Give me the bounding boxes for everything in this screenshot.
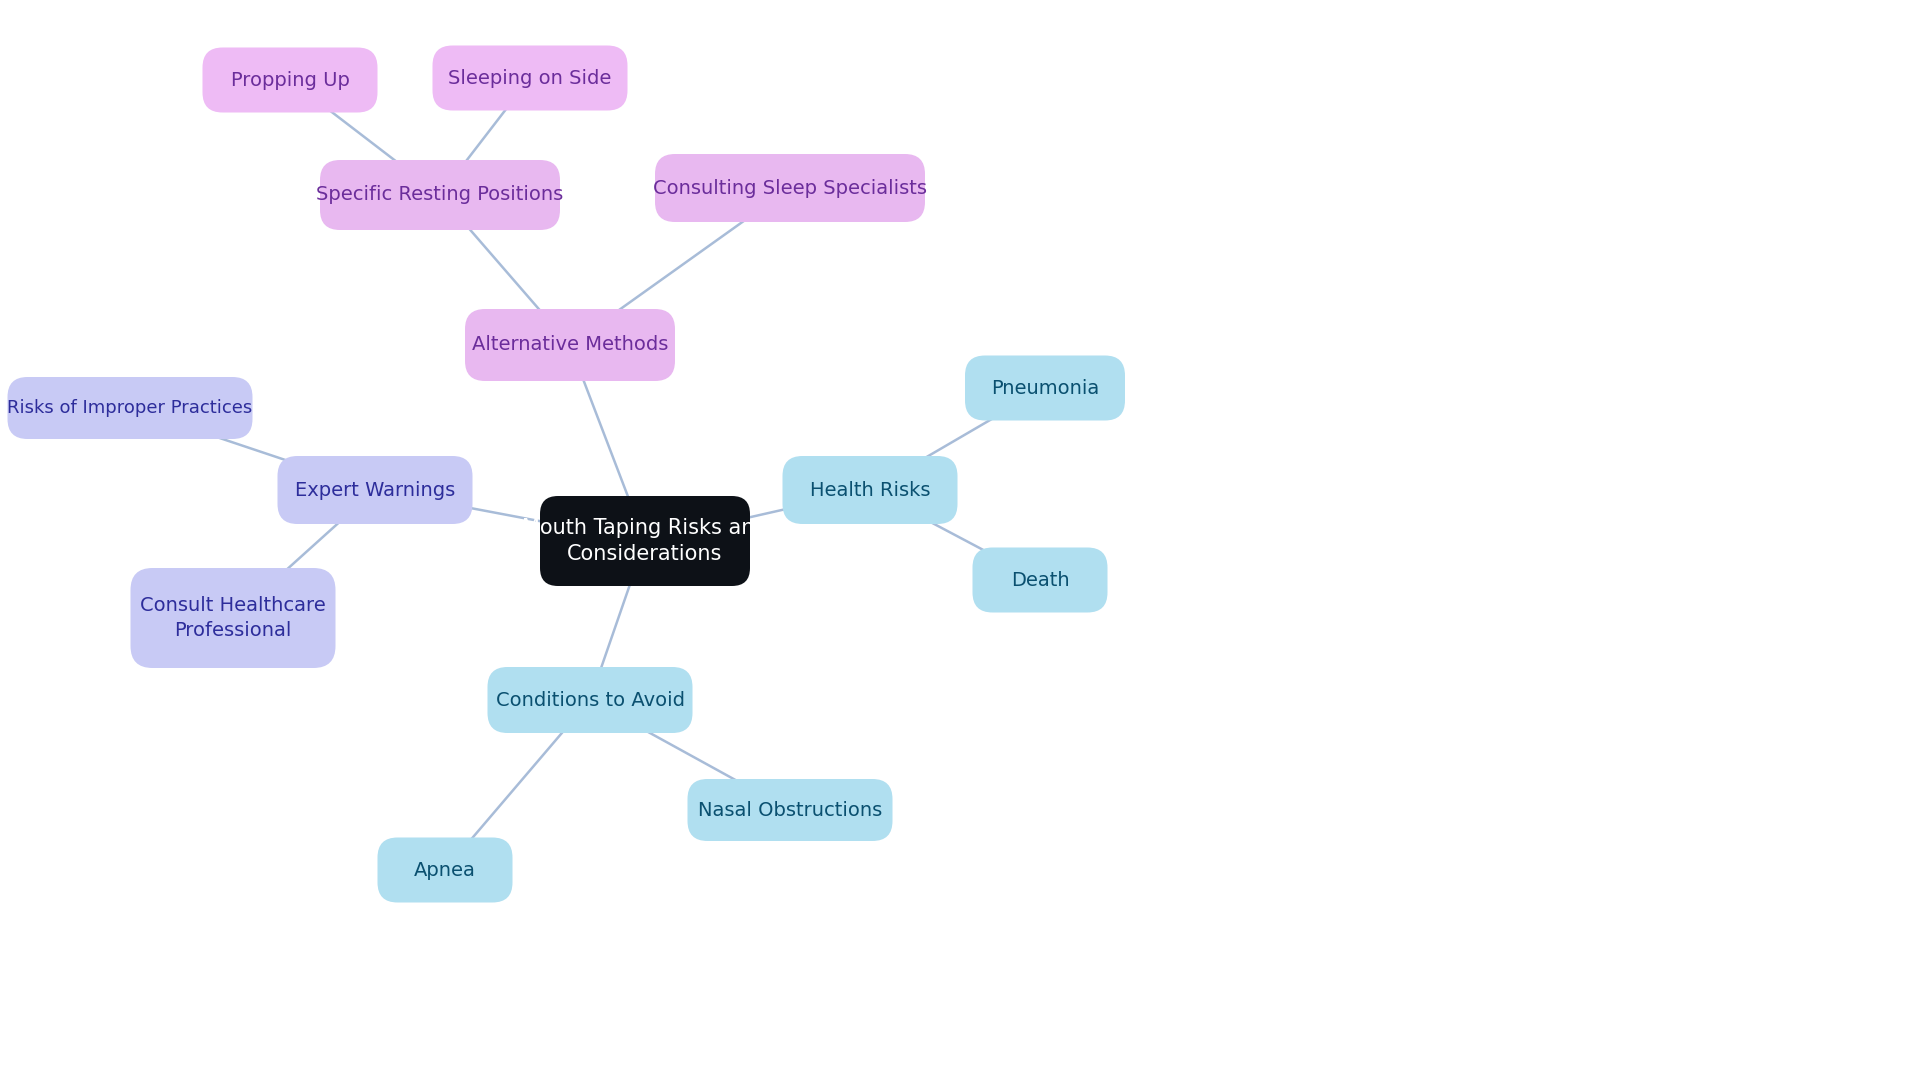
FancyBboxPatch shape — [321, 160, 561, 230]
Text: Sleeping on Side: Sleeping on Side — [447, 68, 612, 88]
Text: Consult Healthcare
Professional: Consult Healthcare Professional — [140, 596, 326, 640]
FancyBboxPatch shape — [783, 456, 958, 524]
FancyBboxPatch shape — [966, 355, 1125, 420]
Text: Propping Up: Propping Up — [230, 70, 349, 90]
FancyBboxPatch shape — [465, 309, 676, 381]
FancyBboxPatch shape — [8, 377, 253, 439]
FancyBboxPatch shape — [432, 45, 628, 110]
Text: Risks of Improper Practices: Risks of Improper Practices — [8, 399, 253, 417]
FancyBboxPatch shape — [973, 548, 1108, 613]
Text: Specific Resting Positions: Specific Resting Positions — [317, 185, 564, 205]
Text: Mouth Taping Risks and
Considerations: Mouth Taping Risks and Considerations — [522, 518, 768, 564]
Text: Consulting Sleep Specialists: Consulting Sleep Specialists — [653, 179, 927, 197]
Text: Death: Death — [1010, 571, 1069, 589]
FancyBboxPatch shape — [202, 48, 378, 113]
Text: Apnea: Apnea — [415, 861, 476, 879]
FancyBboxPatch shape — [278, 456, 472, 524]
FancyBboxPatch shape — [488, 667, 693, 733]
FancyBboxPatch shape — [687, 779, 893, 841]
FancyBboxPatch shape — [378, 837, 513, 902]
Text: Health Risks: Health Risks — [810, 481, 931, 499]
Text: Nasal Obstructions: Nasal Obstructions — [697, 800, 881, 820]
FancyBboxPatch shape — [655, 154, 925, 222]
FancyBboxPatch shape — [540, 496, 751, 586]
Text: Expert Warnings: Expert Warnings — [296, 481, 455, 499]
Text: Alternative Methods: Alternative Methods — [472, 336, 668, 354]
Text: Conditions to Avoid: Conditions to Avoid — [495, 691, 685, 709]
FancyBboxPatch shape — [131, 567, 336, 668]
Text: Pneumonia: Pneumonia — [991, 378, 1098, 397]
